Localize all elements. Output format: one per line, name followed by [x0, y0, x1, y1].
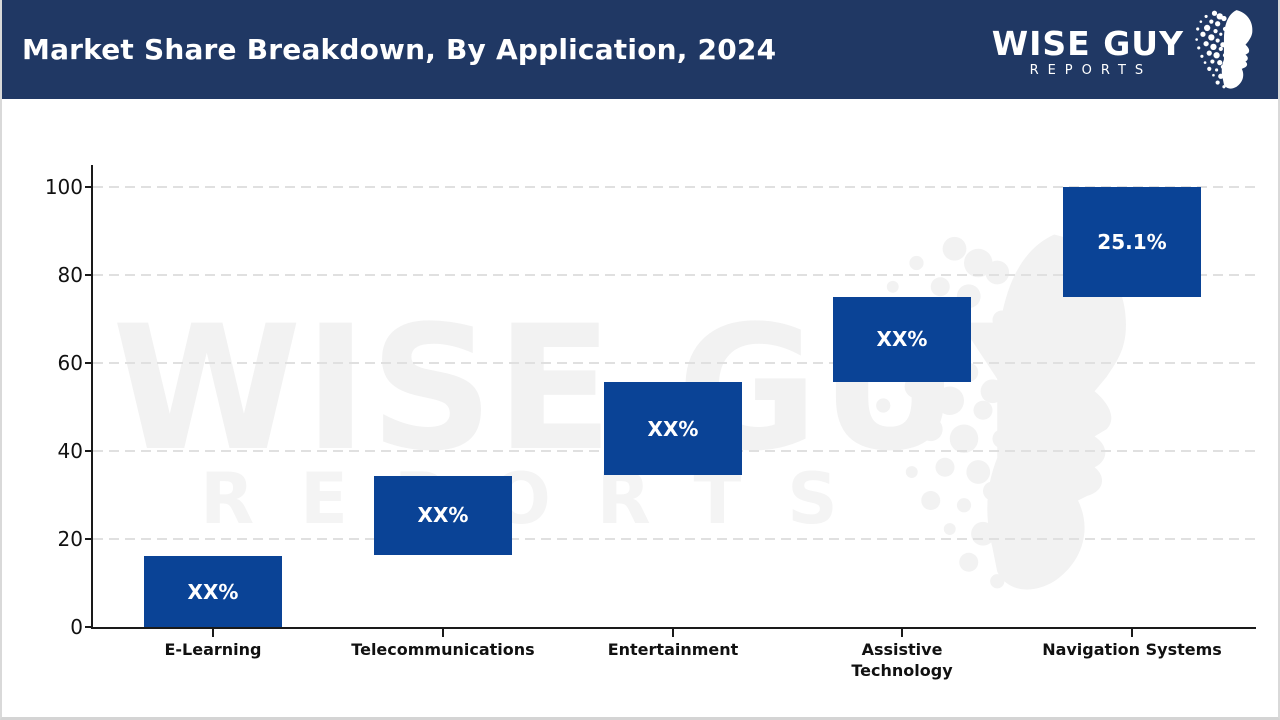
- x-axis-tick: [901, 629, 903, 637]
- logo-wordmark: WISE GUY: [991, 24, 1184, 63]
- header-bar: Market Share Breakdown, By Application, …: [2, 0, 1278, 99]
- page-title: Market Share Breakdown, By Application, …: [22, 33, 777, 66]
- x-axis-tick: [672, 629, 674, 637]
- watermark-subtitle: REPORTS: [200, 458, 884, 540]
- bar-entertainment: XX%: [604, 381, 742, 476]
- y-axis-tick-label: 20: [57, 527, 83, 551]
- x-axis-label: Navigation Systems: [1042, 640, 1222, 659]
- bar-value-label: XX%: [647, 416, 699, 441]
- y-axis-tick: [85, 626, 91, 628]
- y-axis-tick-label: 40: [57, 439, 83, 463]
- y-axis-tick-label: 100: [44, 175, 83, 199]
- bar-value-label: XX%: [417, 503, 469, 528]
- bar-value-label: XX%: [187, 579, 239, 604]
- y-axis-tick: [85, 186, 91, 188]
- bar-e-learning: XX%: [144, 556, 282, 627]
- gridline: [93, 362, 1255, 364]
- bar-assistive-technology: XX%: [833, 297, 971, 382]
- bar-value-label: 25.1%: [1097, 229, 1167, 254]
- gridline: [93, 274, 1255, 276]
- logo-text: WISE GUY REPORTS: [991, 24, 1184, 79]
- bar-telecommunications: XX%: [374, 476, 512, 555]
- x-axis-tick: [1131, 629, 1133, 637]
- x-axis-label: Assistive Technology: [851, 640, 953, 680]
- x-axis-label: Telecommunications: [351, 640, 535, 659]
- y-axis-tick: [85, 362, 91, 364]
- logo-subtitle: REPORTS: [1029, 63, 1153, 78]
- y-axis-tick: [85, 274, 91, 276]
- y-axis-tick: [85, 450, 91, 452]
- wise-guy-reports-logo: WISE GUY REPORTS: [992, 8, 1264, 92]
- bar-navigation-systems: 25.1%: [1063, 186, 1201, 297]
- y-axis-tick-label: 60: [57, 351, 83, 375]
- bar-value-label: XX%: [876, 327, 928, 352]
- x-axis-tick: [212, 629, 214, 637]
- y-axis-spine: [91, 165, 93, 629]
- x-axis-tick: [442, 629, 444, 637]
- y-axis-tick-label: 0: [70, 615, 83, 639]
- x-axis-label: Entertainment: [607, 640, 739, 659]
- dotted-face-icon: [1186, 8, 1264, 92]
- gridline: [93, 538, 1255, 540]
- gridline: [93, 186, 1255, 188]
- y-axis-tick: [85, 538, 91, 540]
- x-axis-spine: [91, 627, 1256, 629]
- x-axis-label: E-Learning: [164, 640, 262, 659]
- y-axis-tick-label: 80: [57, 263, 83, 287]
